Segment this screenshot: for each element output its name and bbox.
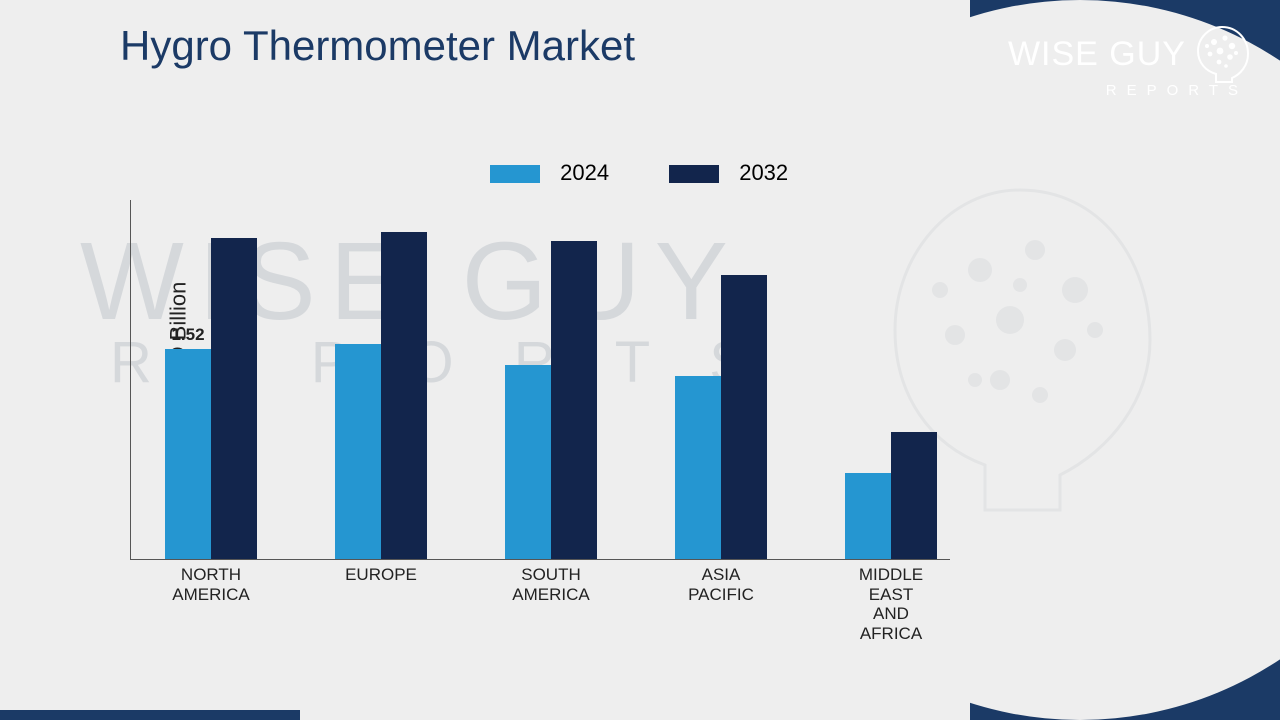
bar-group: ASIAPACIFIC <box>661 275 781 559</box>
bar-2024 <box>845 473 891 559</box>
logo-main-text: WISE GUY <box>1008 35 1186 74</box>
bar-2032 <box>551 241 597 559</box>
category-label: EUROPE <box>311 565 451 585</box>
legend-label-2024: 2024 <box>560 160 609 185</box>
bar-group: EUROPE <box>321 232 441 559</box>
category-label: MIDDLEEASTANDAFRICA <box>821 565 961 643</box>
chart-title: Hygro Thermometer Market <box>120 22 635 70</box>
bar-2032 <box>381 232 427 559</box>
bar-2024: 1.52 <box>165 349 211 559</box>
bar-group: 1.52NORTHAMERICA <box>151 238 271 559</box>
legend-item-2032: 2032 <box>669 160 788 186</box>
bar-group: SOUTHAMERICA <box>491 241 611 559</box>
category-label: NORTHAMERICA <box>141 565 281 604</box>
bar-2024 <box>335 344 381 559</box>
category-label: ASIAPACIFIC <box>651 565 791 604</box>
bar-2032 <box>891 432 937 559</box>
bar-2032 <box>721 275 767 559</box>
plot-area: 1.52NORTHAMERICA EUROPE SOUTHAMERICA ASIAPA… <box>130 200 950 560</box>
bar-group: MIDDLEEASTANDAFRICA <box>831 432 951 559</box>
legend-swatch-2024 <box>490 165 540 183</box>
bar-chart: Market Size in USD Billion 2024 2032 1.5… <box>60 160 960 660</box>
logo-head-icon <box>1192 24 1252 84</box>
legend-label-2032: 2032 <box>739 160 788 185</box>
chart-legend: 2024 2032 <box>490 160 788 186</box>
bar-2024 <box>505 365 551 559</box>
bar-2032 <box>211 238 257 559</box>
bottom-accent-bar <box>0 710 300 720</box>
logo-sub-text: REPORTS <box>1008 82 1252 99</box>
category-label: SOUTHAMERICA <box>481 565 621 604</box>
bar-2024 <box>675 376 721 559</box>
legend-swatch-2032 <box>669 165 719 183</box>
canvas: WISE GUY REPORTS Hygro Thermometer Marke… <box>0 0 1280 720</box>
brand-logo: WISE GUY REPORTS <box>1008 24 1252 99</box>
legend-item-2024: 2024 <box>490 160 609 186</box>
bar-value-label: 1.52 <box>171 325 204 345</box>
